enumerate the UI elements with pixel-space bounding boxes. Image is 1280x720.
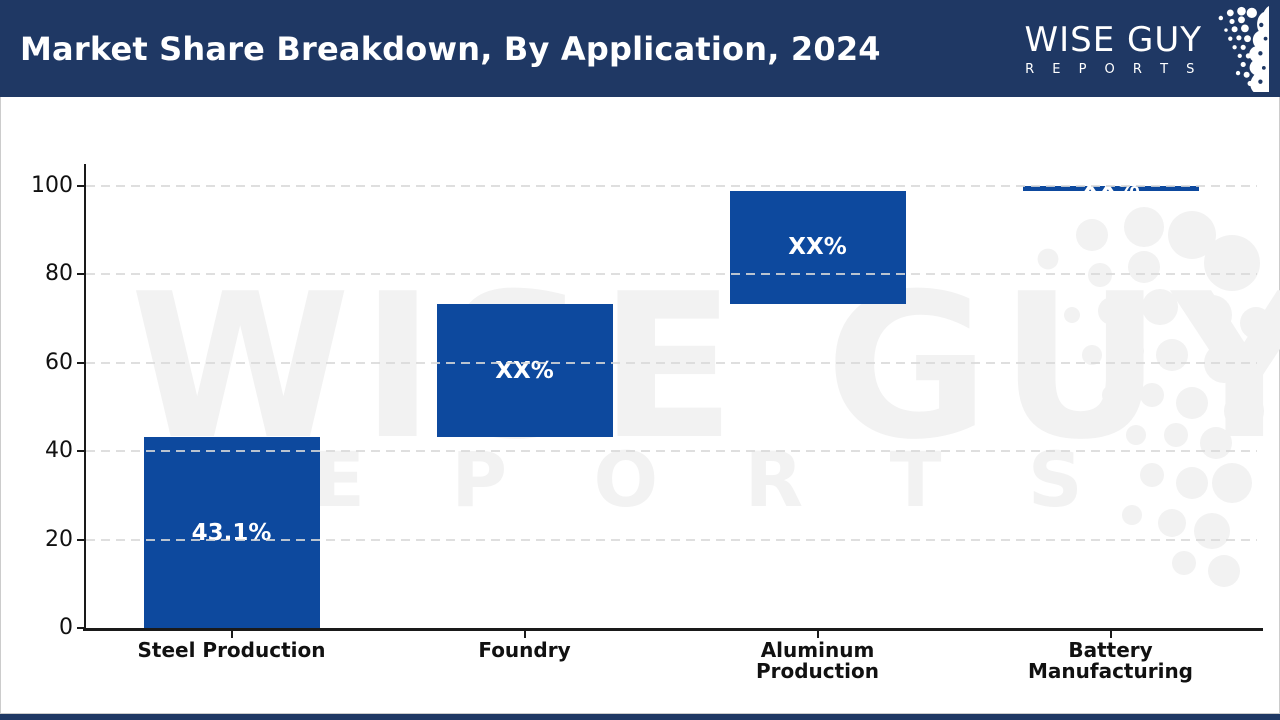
gridline (86, 185, 1257, 187)
bar-value-label: XX% (1081, 186, 1140, 191)
y-tick-label: 100 (31, 173, 73, 198)
bar-aluminum-production: XX% (729, 190, 906, 304)
category-label: Steel Production (137, 638, 326, 662)
x-tick-mark (1109, 631, 1112, 638)
category-label: Battery Manufacturing (1028, 638, 1193, 683)
watermark-face-icon (1037, 207, 1272, 587)
header-bar: Market Share Breakdown, By Application, … (0, 0, 1280, 97)
footer-divider (0, 713, 1280, 714)
brand-face-icon (1218, 6, 1269, 92)
y-tick-label: 80 (45, 261, 73, 287)
bar-value-label: XX% (788, 234, 847, 261)
y-tick-label: 0 (59, 615, 73, 640)
x-axis-line (83, 628, 1263, 631)
gridline (86, 273, 1257, 276)
gridline (86, 450, 1257, 453)
bar-value-label: 43.1% (191, 519, 272, 546)
bar-battery-manufacturing: XX% (1022, 186, 1199, 191)
category-label: Foundry (478, 638, 571, 662)
watermark-text-line1: WISE GUY (130, 251, 1280, 484)
y-tick-mark (77, 538, 84, 541)
x-tick-mark (816, 631, 819, 638)
y-tick-mark (77, 185, 84, 187)
watermark-text-line2: R E P O R T S (168, 435, 1113, 524)
y-tick-label: 20 (45, 526, 73, 552)
gridline (86, 361, 1257, 364)
page-title: Market Share Breakdown, By Application, … (20, 29, 881, 68)
y-axis-spine (84, 164, 86, 631)
bar-steel-production: 43.1% (143, 437, 320, 628)
gridline (86, 538, 1257, 541)
x-tick-mark (523, 631, 526, 638)
y-tick-mark (77, 361, 84, 364)
footer-bar (0, 714, 1280, 720)
y-tick-label: 40 (45, 438, 73, 464)
brand-logo: WISE GUY R E P O R T S (1006, 6, 1272, 92)
brand-logo-name: WISE GUY (1024, 20, 1202, 60)
x-tick-mark (230, 631, 233, 638)
y-tick-mark (77, 627, 84, 629)
y-tick-mark (77, 450, 84, 453)
y-tick-label: 60 (45, 349, 73, 375)
brand-logo-subtitle: R E P O R T S (1025, 62, 1202, 77)
bar-foundry: XX% (436, 304, 613, 438)
category-label: Aluminum Production (755, 638, 880, 683)
y-tick-mark (77, 273, 84, 276)
